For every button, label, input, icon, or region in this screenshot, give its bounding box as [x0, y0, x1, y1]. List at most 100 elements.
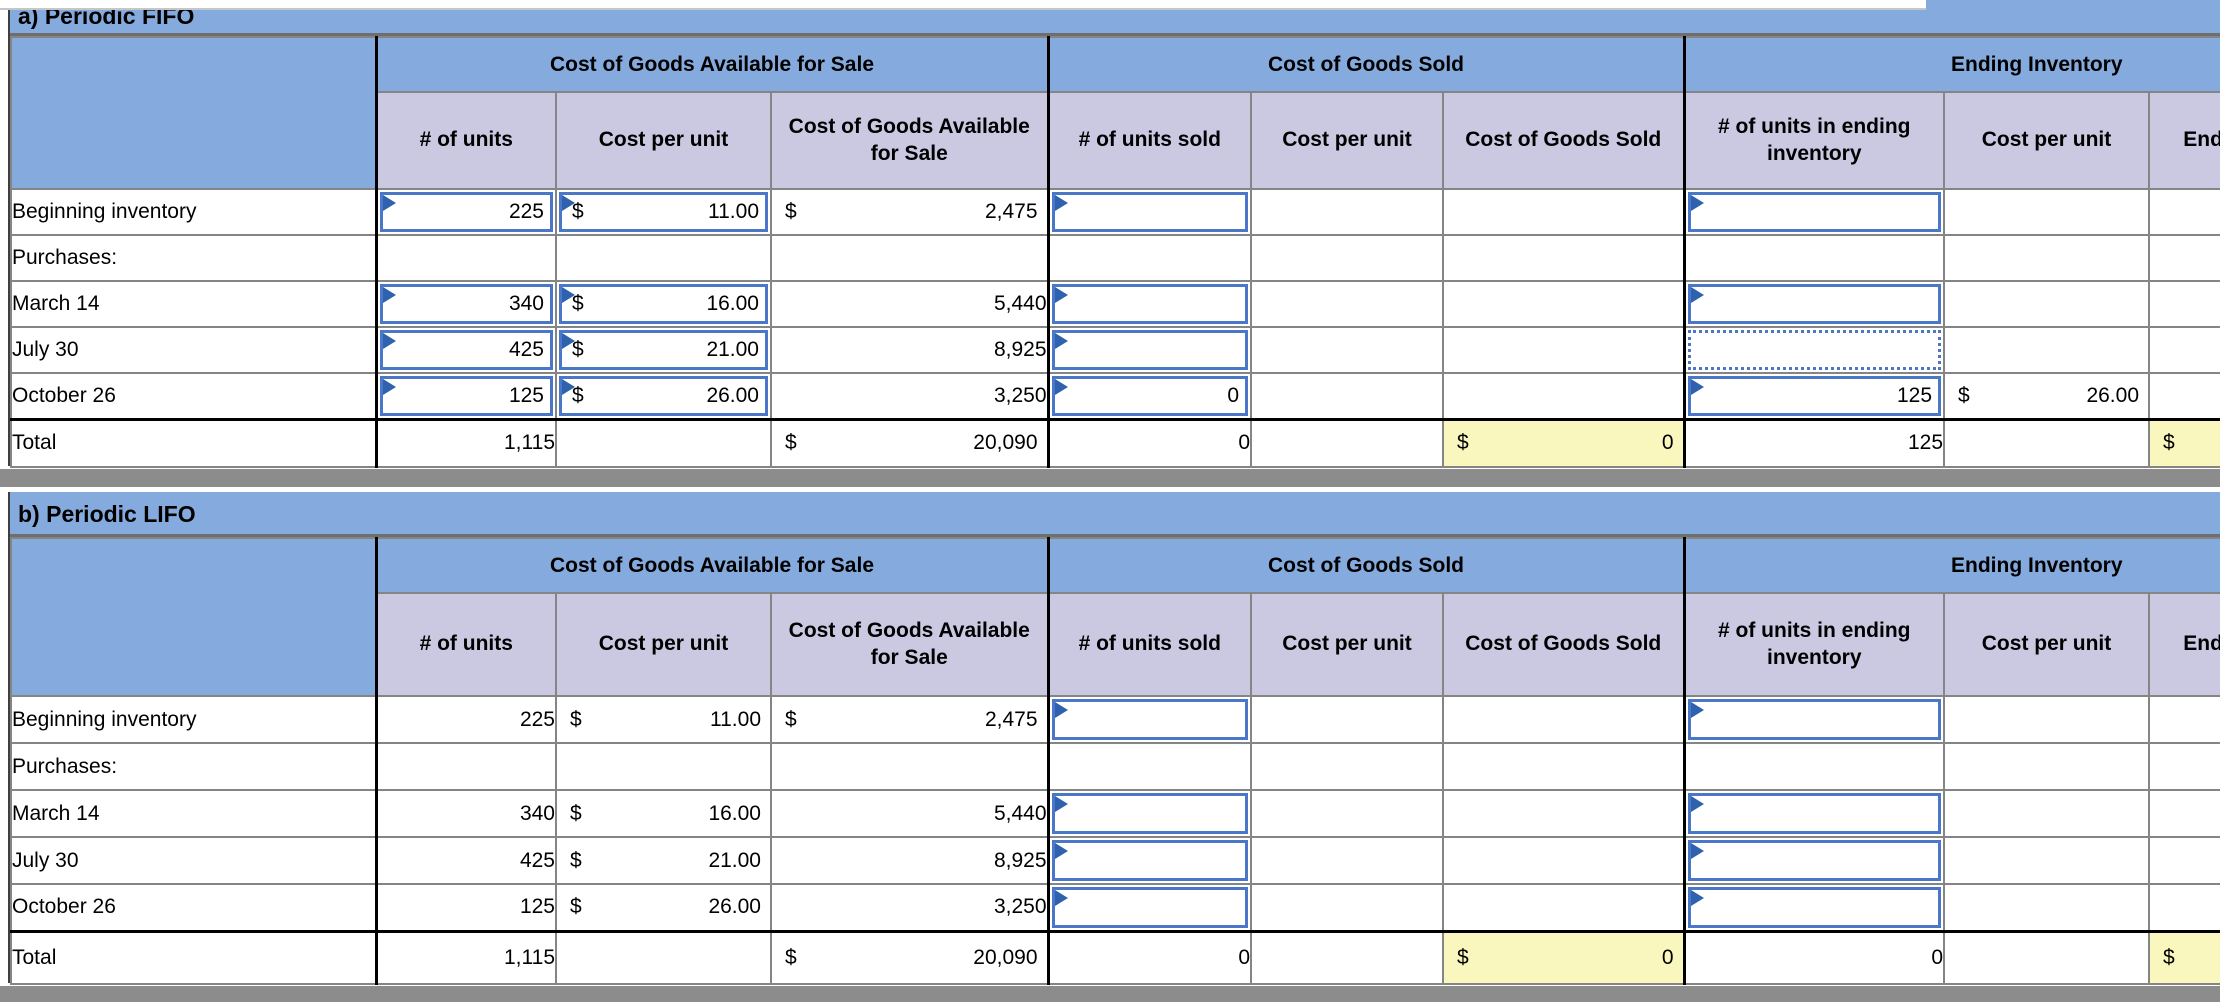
group-header-ending-inventory: Ending Inventory — [1683, 537, 2220, 594]
total-row: Total 1,115 $20,090 0 $0 125 $ — [10, 417, 2220, 468]
total-units-sold-cell: 0 — [1047, 929, 1253, 985]
col-header-cost-per-unit-sold: Cost per unit — [1250, 592, 1445, 697]
cost-per-unit-ending-cell: $26.00 — [1943, 372, 2151, 420]
units-cell — [375, 234, 557, 282]
units-ending-input-cell[interactable]: 125 — [1683, 372, 1946, 420]
cost-per-unit-cell — [555, 742, 772, 791]
cogas-cell: 8,925 — [769, 836, 1050, 885]
total-ending-inventory-cell: $ — [2148, 417, 2220, 468]
input-flag-icon — [382, 287, 396, 303]
input-flag-icon — [1690, 890, 1704, 906]
cogs-cell — [1442, 188, 1686, 236]
table-row-july-30: July 30 425 $21.00 8,925 — [10, 326, 2220, 374]
group-header-ending-inventory: Ending Inventory — [1683, 36, 2220, 93]
col-header-units-ending: # of units in ending inventory — [1683, 592, 1946, 697]
units-input-cell[interactable]: 125 — [375, 372, 557, 420]
cost-per-unit-cell — [555, 929, 772, 985]
section-separator — [0, 986, 2220, 1002]
cost-per-unit-input-cell[interactable]: $16.00 — [555, 280, 772, 328]
cost-per-unit-ending-cell — [1943, 234, 2151, 282]
cost-per-unit-input-cell[interactable]: $26.00 — [555, 372, 772, 420]
row-label: Total — [10, 929, 378, 985]
input-flag-icon — [1054, 796, 1068, 812]
cogas-cell: 3,250 — [769, 883, 1050, 932]
units-ending-input-cell[interactable] — [1683, 280, 1946, 328]
input-flag-icon — [562, 195, 575, 211]
input-flag-icon — [382, 195, 396, 211]
section-separator — [0, 469, 2220, 487]
units-ending-selected-cell[interactable] — [1683, 326, 1946, 374]
units-ending-input-cell[interactable] — [1683, 695, 1946, 744]
cogs-cell — [1442, 280, 1686, 328]
cost-per-unit-cell: $21.00 — [555, 836, 772, 885]
input-flag-icon — [1690, 287, 1704, 303]
cogs-cell — [1442, 836, 1686, 885]
table-row-beginning-inventory: Beginning inventory 225 $11.00 $2,475 — [10, 188, 2220, 236]
fifo-table: Cost of Goods Available for Sale Cost of… — [10, 36, 2220, 468]
col-header-cogas: Cost of Goods Available for Sale — [769, 592, 1050, 697]
units-input-cell[interactable]: 425 — [375, 326, 557, 374]
table-row-july-30: July 30 425 $21.00 8,925 — [10, 836, 2220, 885]
input-flag-icon — [1054, 379, 1068, 395]
units-ending-input-cell[interactable] — [1683, 836, 1946, 885]
cost-per-unit-sold-cell — [1250, 929, 1445, 985]
top-scroll-strip — [0, 0, 1926, 10]
cogas-cell: 3,250 — [769, 372, 1050, 420]
input-flag-icon — [1054, 333, 1068, 349]
units-sold-input-cell[interactable] — [1047, 695, 1253, 744]
cost-per-unit-ending-cell — [1943, 695, 2151, 744]
units-sold-input-cell[interactable] — [1047, 883, 1253, 932]
units-ending-input-cell[interactable] — [1683, 789, 1946, 838]
units-sold-input-cell[interactable] — [1047, 836, 1253, 885]
units-ending-input-cell[interactable] — [1683, 188, 1946, 236]
group-header-row: Cost of Goods Available for Sale Cost of… — [10, 36, 2220, 190]
cost-per-unit-input-cell[interactable]: $11.00 — [555, 188, 772, 236]
col-header-cost-per-unit: Cost per unit — [555, 592, 772, 697]
input-flag-icon — [1690, 702, 1704, 718]
col-header-units: # of units — [375, 592, 557, 697]
row-label: Total — [10, 417, 378, 468]
input-flag-icon — [1054, 287, 1068, 303]
cost-per-unit-sold-cell — [1250, 742, 1445, 791]
units-sold-input-cell[interactable] — [1047, 188, 1253, 236]
cost-per-unit-cell — [555, 234, 772, 282]
units-cell: 425 — [375, 836, 557, 885]
ending-inventory-cell — [2148, 789, 2220, 838]
ending-inventory-cell — [2148, 372, 2220, 420]
input-flag-icon — [1690, 843, 1704, 859]
table-row-purchases: Purchases: — [10, 234, 2220, 282]
total-cogas-cell: $20,090 — [769, 929, 1050, 985]
cogs-cell — [1442, 326, 1686, 374]
total-cogas-cell: $20,090 — [769, 417, 1050, 468]
ending-inventory-cell — [2148, 695, 2220, 744]
units-input-cell[interactable]: 340 — [375, 280, 557, 328]
cogs-cell — [1442, 234, 1686, 282]
ending-inventory-cell — [2148, 280, 2220, 328]
row-label: July 30 — [10, 326, 378, 374]
column-header-row: # of units Cost per unit Cost of Goods A… — [11, 592, 2220, 697]
col-header-units-sold: # of units sold — [1047, 91, 1253, 190]
total-units-cell: 1,115 — [375, 929, 557, 985]
table-row-march-14: March 14 340 $16.00 5,440 — [10, 789, 2220, 838]
units-cell: 340 — [375, 789, 557, 838]
input-flag-icon — [1690, 195, 1704, 211]
units-sold-input-cell[interactable]: 0 — [1047, 372, 1253, 420]
units-input-cell[interactable]: 225 — [375, 188, 557, 236]
cost-per-unit-ending-cell — [1943, 883, 2151, 932]
row-label: Purchases: — [10, 234, 378, 282]
total-cogs-cell: $0 — [1442, 417, 1686, 468]
cogas-cell: 5,440 — [769, 789, 1050, 838]
cost-per-unit-input-cell[interactable]: $21.00 — [555, 326, 772, 374]
cost-per-unit-sold-cell — [1250, 836, 1445, 885]
cogas-cell — [769, 742, 1050, 791]
units-sold-input-cell[interactable] — [1047, 280, 1253, 328]
cost-per-unit-ending-cell — [1943, 836, 2151, 885]
units-ending-input-cell[interactable] — [1683, 883, 1946, 932]
corner-cell — [10, 36, 378, 190]
total-row: Total 1,115 $20,090 0 $0 0 $ — [10, 929, 2220, 985]
units-sold-input-cell[interactable] — [1047, 326, 1253, 374]
units-sold-input-cell[interactable] — [1047, 789, 1253, 838]
cost-per-unit-sold-cell — [1250, 372, 1445, 420]
ending-inventory-cell — [2148, 234, 2220, 282]
